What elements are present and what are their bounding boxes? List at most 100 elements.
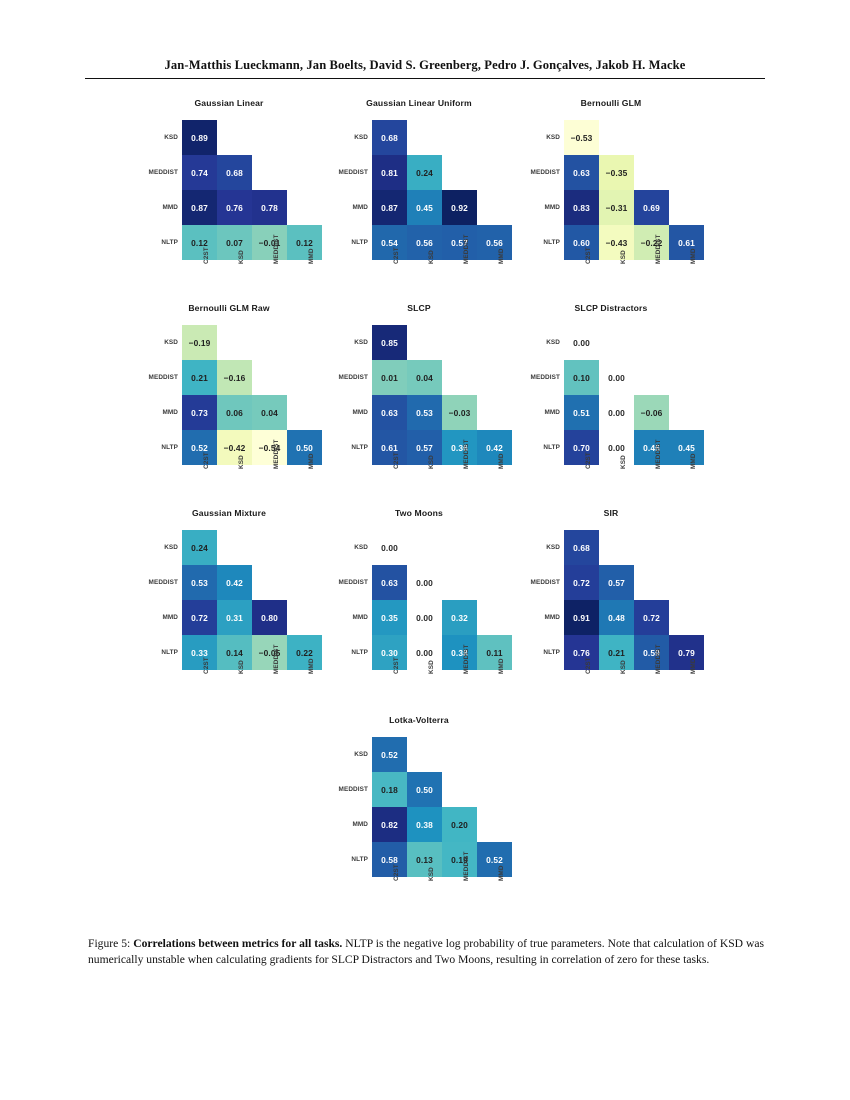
heatmap-cell: 0.14 bbox=[217, 635, 252, 670]
heatmap-cell: 0.50 bbox=[287, 430, 322, 465]
heatmap-cell: 0.70 bbox=[564, 430, 599, 465]
heatmap-cell: 0.31 bbox=[217, 600, 252, 635]
heatmap-cell: 0.89 bbox=[182, 120, 217, 155]
heatmap-cell: 0.74 bbox=[182, 155, 217, 190]
heatmap-cell: 0.32 bbox=[442, 600, 477, 635]
heatmap-cell: 0.18 bbox=[372, 772, 407, 807]
heatmap-cell: 0.57 bbox=[599, 565, 634, 600]
col-label-c2st: C2ST bbox=[584, 657, 592, 674]
row-label-ksd: KSD bbox=[164, 543, 178, 551]
row-label-ksd: KSD bbox=[546, 338, 560, 346]
heatmap-cell: 0.45 bbox=[407, 190, 442, 225]
heatmap-cell: 0.85 bbox=[372, 325, 407, 360]
figure-caption: Figure 5: Correlations between metrics f… bbox=[88, 936, 764, 969]
row-label-meddist: MEDDIST bbox=[338, 785, 368, 793]
col-label-c2st: C2ST bbox=[202, 247, 210, 264]
col-label-ksd: KSD bbox=[427, 455, 435, 469]
heatmap-cell: −0.22 bbox=[634, 225, 669, 260]
col-label-ksd: KSD bbox=[427, 660, 435, 674]
col-label-meddist: MEDDIST bbox=[654, 439, 662, 469]
heatmap-panel: Gaussian Linear Uniform KSD 0.68 MEDDIST 0.8… bbox=[304, 98, 534, 303]
figure-heatmap-grid: Gaussian Linear KSD 0.89 MEDDIST 0.74 0.68 MMD… bbox=[114, 98, 726, 881]
heatmap-cell: −0.42 bbox=[217, 430, 252, 465]
heatmap-cell: 0.78 bbox=[252, 190, 287, 225]
heatmap-cell: 0.81 bbox=[372, 155, 407, 190]
heatmap-panel: Gaussian Mixture KSD 0.24 MEDDIST 0.53 0.42 MM… bbox=[114, 508, 344, 713]
row-label-mmd: MMD bbox=[162, 203, 178, 211]
row-label-mmd: MMD bbox=[352, 408, 368, 416]
col-label-c2st: C2ST bbox=[202, 657, 210, 674]
heatmap-cell: 0.13 bbox=[407, 842, 442, 877]
heatmap-cell: 0.61 bbox=[669, 225, 704, 260]
row-label-ksd: KSD bbox=[354, 133, 368, 141]
heatmap-cell: −0.54 bbox=[252, 430, 287, 465]
heatmap-cell: 0.51 bbox=[564, 395, 599, 430]
heatmap-cell: −0.31 bbox=[599, 190, 634, 225]
heatmap-cell: 0.00 bbox=[608, 372, 625, 383]
row-label-nltp: NLTP bbox=[351, 238, 368, 246]
panel-title: SLCP bbox=[407, 303, 431, 313]
heatmap-panel: SLCP KSD 0.85 MEDDIST 0.01 0.04 MMD 0.63 0.53 −0.… bbox=[304, 303, 534, 508]
row-label-mmd: MMD bbox=[352, 613, 368, 621]
col-label-ksd: KSD bbox=[619, 660, 627, 674]
heatmap-cell: 0.42 bbox=[477, 430, 512, 465]
col-label-ksd: KSD bbox=[427, 867, 435, 881]
panel-title: Bernoulli GLM bbox=[580, 98, 642, 108]
heatmap-cell: 0.91 bbox=[564, 600, 599, 635]
heatmap-cell: 0.72 bbox=[182, 600, 217, 635]
heatmap-cell: 0.87 bbox=[372, 190, 407, 225]
heatmap-cell: 0.82 bbox=[372, 807, 407, 842]
heatmap-cell: 0.48 bbox=[599, 600, 634, 635]
heatmap-cell: 0.07 bbox=[217, 225, 252, 260]
heatmap-cell: 0.53 bbox=[407, 395, 442, 430]
col-label-ksd: KSD bbox=[427, 250, 435, 264]
heatmap-cell: 0.68 bbox=[217, 155, 252, 190]
col-label-mmd: MMD bbox=[689, 248, 697, 264]
heatmap-cell: 0.53 bbox=[182, 565, 217, 600]
row-label-nltp: NLTP bbox=[161, 238, 178, 246]
col-label-meddist: MEDDIST bbox=[462, 439, 470, 469]
heatmap-cell: 0.45 bbox=[634, 430, 669, 465]
heatmap-cell: 0.04 bbox=[252, 395, 287, 430]
row-label-nltp: NLTP bbox=[351, 855, 368, 863]
heatmap-cell: 0.63 bbox=[564, 155, 599, 190]
heatmap-cell: 0.00 bbox=[416, 647, 433, 658]
col-label-c2st: C2ST bbox=[392, 864, 400, 881]
caption-bold-title: Correlations between metrics for all tas… bbox=[133, 937, 343, 950]
heatmap-cell: 0.00 bbox=[573, 337, 590, 348]
panel-title: Bernoulli GLM Raw bbox=[188, 303, 270, 313]
heatmap-cell: 0.56 bbox=[407, 225, 442, 260]
heatmap-cell: 0.52 bbox=[477, 842, 512, 877]
header-rule bbox=[85, 78, 765, 79]
heatmap-cell: 0.00 bbox=[416, 612, 433, 623]
col-label-mmd: MMD bbox=[689, 658, 697, 674]
col-label-meddist: MEDDIST bbox=[272, 644, 280, 674]
heatmap-cell: 0.56 bbox=[477, 225, 512, 260]
heatmap-cell: −0.03 bbox=[442, 395, 477, 430]
heatmap-cell: 0.24 bbox=[407, 155, 442, 190]
col-label-ksd: KSD bbox=[237, 250, 245, 264]
heatmap-cell: 0.61 bbox=[372, 430, 407, 465]
col-label-ksd: KSD bbox=[237, 455, 245, 469]
heatmap-cell: 0.57 bbox=[442, 225, 477, 260]
col-label-mmd: MMD bbox=[497, 865, 505, 881]
heatmap-cell: −0.01 bbox=[252, 225, 287, 260]
row-label-meddist: MEDDIST bbox=[148, 578, 178, 586]
heatmap-cell: 0.58 bbox=[372, 842, 407, 877]
row-label-meddist: MEDDIST bbox=[148, 168, 178, 176]
heatmap-cell: 0.10 bbox=[564, 360, 599, 395]
heatmap-panel: SIR KSD 0.68 MEDDIST 0.72 0.57 MMD 0.91 0.48 0.72… bbox=[496, 508, 726, 713]
heatmap-cell: 0.76 bbox=[217, 190, 252, 225]
row-label-nltp: NLTP bbox=[351, 648, 368, 656]
page-header: Jan-Matthis Lueckmann, Jan Boelts, David… bbox=[85, 58, 765, 79]
panel-title: SIR bbox=[603, 508, 619, 518]
caption-figure-number: Figure 5: bbox=[88, 937, 131, 950]
col-label-ksd: KSD bbox=[619, 455, 627, 469]
heatmap-cell: −0.35 bbox=[599, 155, 634, 190]
row-label-mmd: MMD bbox=[544, 203, 560, 211]
row-label-nltp: NLTP bbox=[161, 443, 178, 451]
heatmap-cell: 0.35 bbox=[372, 600, 407, 635]
row-label-nltp: NLTP bbox=[351, 443, 368, 451]
col-label-c2st: C2ST bbox=[392, 452, 400, 469]
heatmap-panel: Bernoulli GLM Raw KSD −0.19 MEDDIST 0.21 −0.1… bbox=[114, 303, 344, 508]
